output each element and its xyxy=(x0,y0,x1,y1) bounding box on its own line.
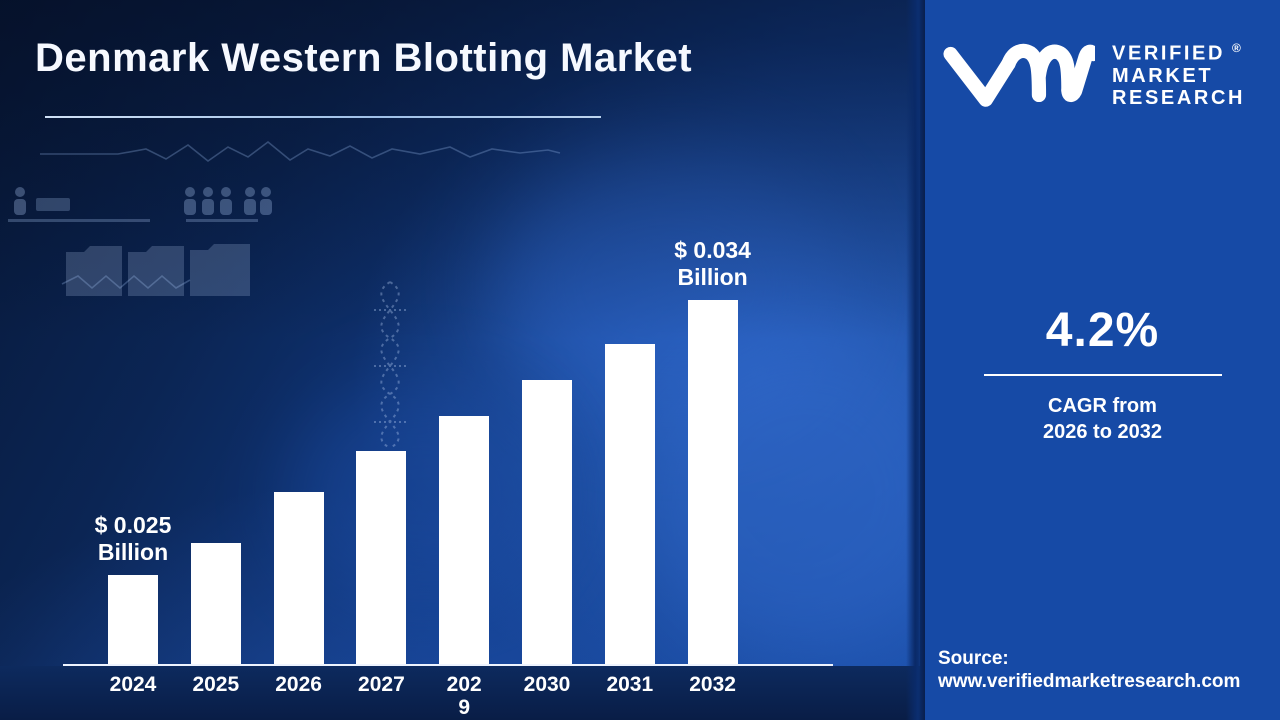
brand-name: VERIFIED ® MARKET RESEARCH xyxy=(1112,40,1246,109)
vmr-logo-icon xyxy=(943,43,1095,107)
brand-line-3: RESEARCH xyxy=(1112,86,1246,109)
title-underline xyxy=(45,116,601,118)
bar-2024 xyxy=(108,575,158,666)
waveform-line-icon xyxy=(61,274,191,290)
dna-helix-icon xyxy=(374,281,406,449)
cagr-caption: CAGR from 2026 to 2032 xyxy=(925,393,1280,446)
bar-plot xyxy=(63,0,833,666)
background-glow xyxy=(640,330,920,660)
stat-underline xyxy=(983,374,1222,376)
cagr-stat: 4.2% CAGR from 2026 to 2032 xyxy=(925,303,1280,446)
panel-divider xyxy=(906,0,926,720)
chart-panel: Denmark Western Blotting Market 2024 2025… xyxy=(0,0,920,720)
bar-2030 xyxy=(522,380,572,666)
brand-line-2: MARKET xyxy=(1112,64,1214,87)
stats-panel: VERIFIED ® MARKET RESEARCH 4.2% CAGR from… xyxy=(925,0,1280,720)
x-tick-2029: 202 9 xyxy=(446,673,482,720)
bar-2026 xyxy=(273,492,324,666)
bar-value-label-2024: $ 0.025 Billion xyxy=(94,512,172,566)
brand-line-1: VERIFIED xyxy=(1112,42,1226,65)
bar-2031 xyxy=(604,344,655,666)
background-glow xyxy=(290,380,560,610)
bar-2027 xyxy=(356,451,407,666)
bar-2025 xyxy=(190,543,241,666)
axis-footer-strip xyxy=(0,666,920,720)
shelf-lines xyxy=(8,219,258,222)
cagr-caption-line1: CAGR from xyxy=(1048,395,1157,417)
x-tick-2025: 2025 xyxy=(192,673,240,696)
folder-icons xyxy=(66,244,250,296)
x-tick-2026: 2026 xyxy=(275,673,322,696)
brand-logo: VERIFIED ® MARKET RESEARCH xyxy=(943,40,1245,109)
x-axis-line xyxy=(63,664,833,666)
source-label: Source: xyxy=(938,647,1009,669)
x-tick-2032: 2032 xyxy=(689,673,736,696)
x-tick-2031: 2031 xyxy=(606,673,654,696)
cagr-value: 4.2% xyxy=(1045,304,1160,357)
bar-2032 xyxy=(687,300,738,666)
source-attribution: Source: www.verifiedmarketresearch.com xyxy=(938,647,1240,695)
x-tick-2030: 2030 xyxy=(523,673,571,696)
registered-trademark-icon: ® xyxy=(1232,41,1241,55)
bar-2029 xyxy=(439,416,490,666)
x-tick-2027: 2027 xyxy=(358,673,405,696)
x-tick-2024: 2024 xyxy=(109,673,157,696)
cagr-caption-line2: 2026 to 2032 xyxy=(1043,421,1162,444)
bar-value-label-2032: $ 0.034 Billion xyxy=(674,237,751,291)
source-url: www.verifiedmarketresearch.com xyxy=(938,671,1241,693)
page-title: Denmark Western Blotting Market xyxy=(35,36,693,80)
people-icons xyxy=(14,187,272,215)
ecg-line-icon xyxy=(40,140,561,162)
background-vignette xyxy=(0,0,920,340)
background-lab-decoration xyxy=(8,140,561,449)
